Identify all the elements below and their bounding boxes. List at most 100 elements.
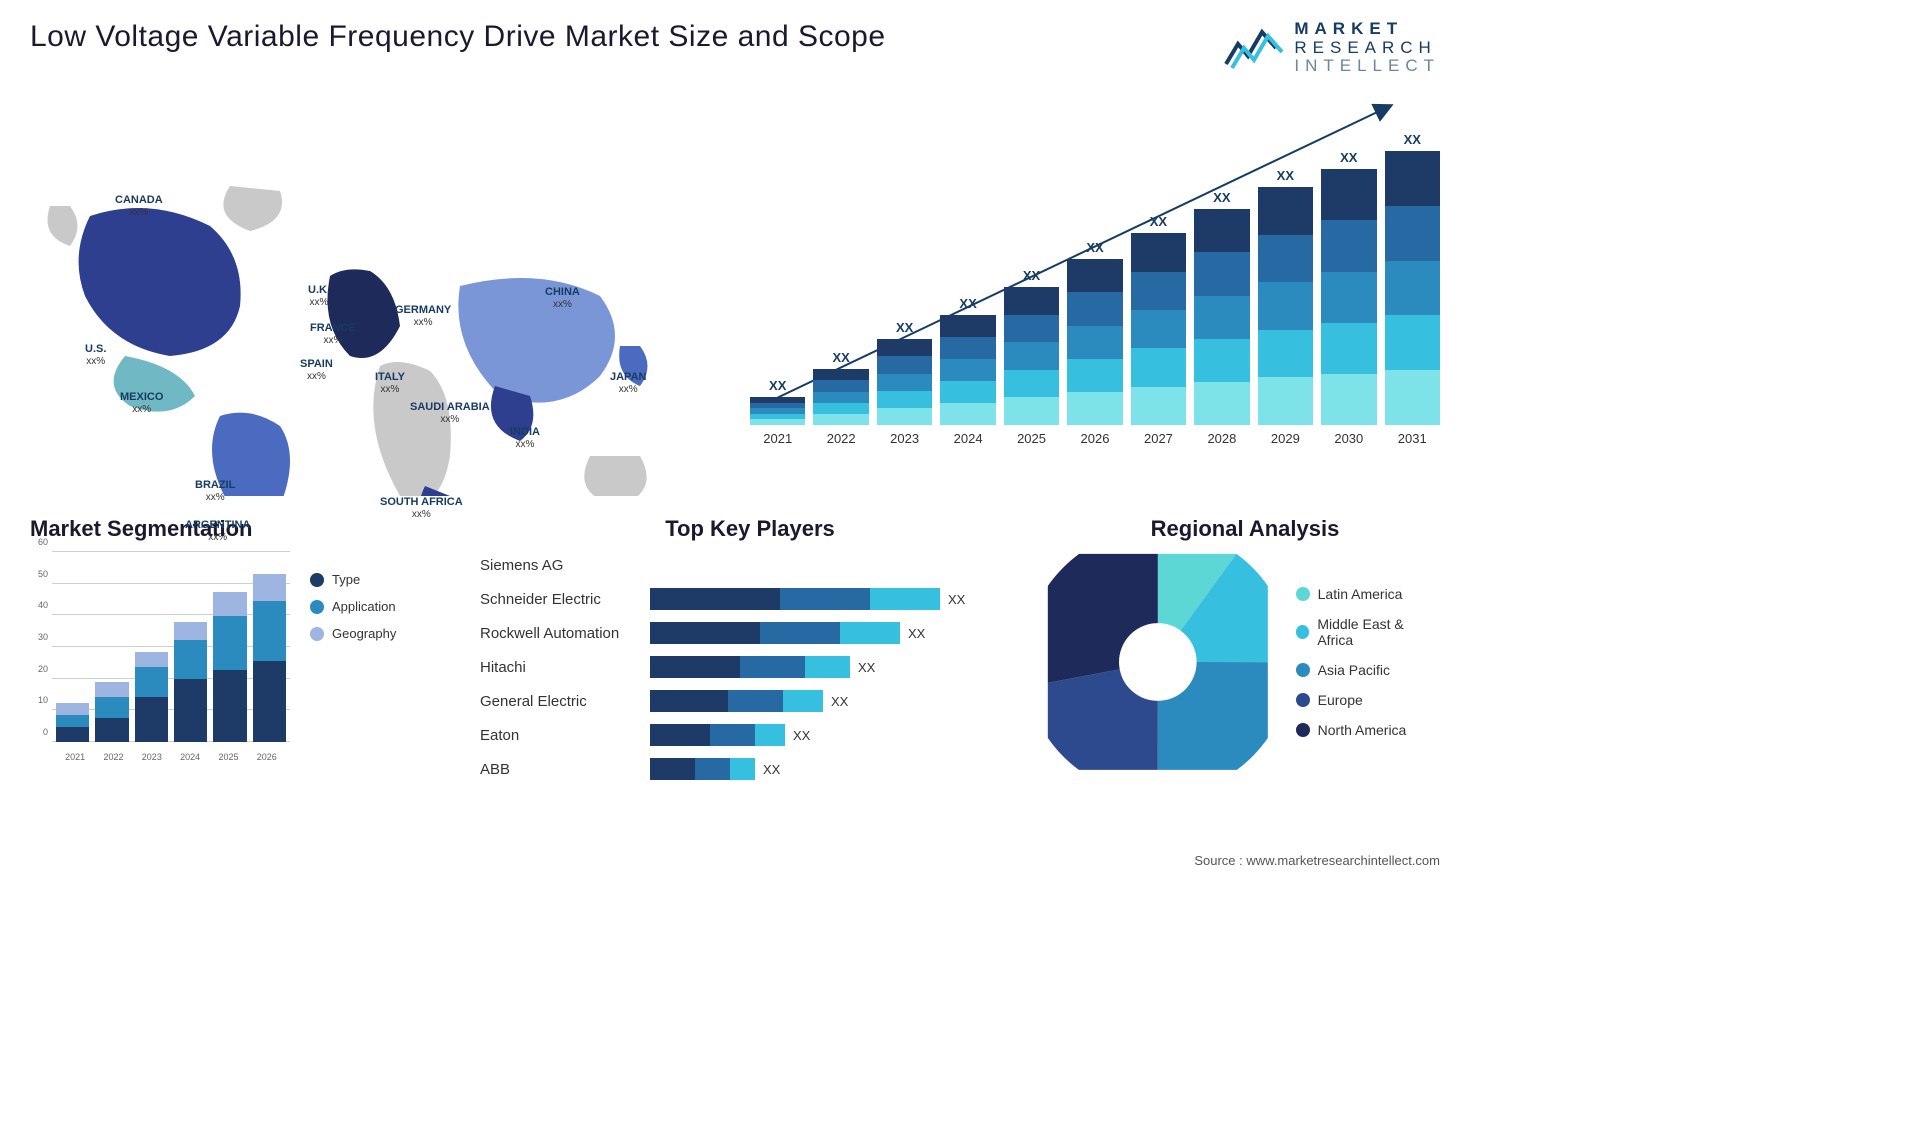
player-row-eaton: EatonXX (480, 722, 1020, 748)
seg-xlabel: 2021 (56, 752, 94, 762)
player-row-schneiderelectric: Schneider Electric XX (480, 586, 1020, 612)
map-label-india: INDIAxx% (510, 426, 540, 451)
growth-segment (1131, 387, 1186, 425)
player-segment (870, 588, 940, 610)
player-segment (740, 656, 805, 678)
player-value: XX (763, 762, 780, 777)
seg-segment-geography (213, 592, 246, 616)
growth-segment (750, 419, 805, 425)
growth-segment (1385, 370, 1440, 425)
growth-segment (1258, 282, 1313, 330)
growth-bar-label: XX (1023, 268, 1040, 283)
growth-bar-label: XX (1213, 190, 1230, 205)
player-value: XX (948, 592, 965, 607)
growth-bar-label: XX (1404, 132, 1421, 147)
map-label-spain: SPAINxx% (300, 358, 333, 383)
player-row-hitachi: Hitachi XX (480, 654, 1020, 680)
regional-legend-latinamerica: Latin America (1296, 586, 1440, 602)
player-row-siemensag: Siemens AG (480, 552, 1020, 578)
seg-xlabel: 2025 (209, 752, 247, 762)
map-label-japan: JAPANxx% (610, 371, 646, 396)
logo-text-3: INTELLECT (1294, 57, 1440, 76)
map-label-mexico: MEXICOxx% (120, 391, 163, 416)
seg-xlabel: 2023 (133, 752, 171, 762)
player-segment (805, 656, 850, 678)
seg-ytick: 40 (38, 600, 48, 610)
growth-segment (877, 408, 932, 425)
seg-xlabel: 2022 (94, 752, 132, 762)
player-name: Hitachi (480, 659, 650, 676)
seg-bar-2025 (213, 592, 246, 742)
growth-bar-label: XX (769, 378, 786, 393)
seg-segment-application (56, 715, 89, 727)
seg-ytick: 50 (38, 569, 48, 579)
growth-bar-2027: XX2027 (1131, 214, 1186, 446)
player-segment (650, 758, 695, 780)
player-segment (710, 724, 755, 746)
regional-donut (1050, 552, 1266, 772)
world-map: CANADAxx%U.S.xx%MEXICOxx%BRAZILxx%ARGENT… (30, 96, 710, 496)
map-label-uk: U.K.xx% (308, 284, 330, 309)
growth-segment (940, 381, 995, 403)
player-name: Rockwell Automation (480, 625, 650, 642)
growth-bar-label: XX (896, 320, 913, 335)
growth-segment (1194, 209, 1249, 252)
seg-segment-type (213, 670, 246, 742)
player-name: General Electric (480, 693, 650, 710)
growth-bar-2025: XX2025 (1004, 268, 1059, 446)
seg-bar-2021 (56, 703, 89, 742)
seg-ytick: 60 (38, 537, 48, 547)
map-label-saudiarabia: SAUDI ARABIAxx% (410, 401, 490, 426)
player-segment (650, 724, 710, 746)
growth-bar-label: XX (1086, 240, 1103, 255)
logo-text-1: MARKET (1294, 20, 1440, 39)
regional-title: Regional Analysis (1050, 516, 1440, 542)
seg-bar-2023 (135, 652, 168, 742)
player-name: Eaton (480, 727, 650, 744)
player-segment (650, 588, 780, 610)
seg-segment-geography (253, 574, 286, 601)
growth-segment (1321, 323, 1376, 374)
growth-year-label: 2024 (954, 431, 983, 446)
growth-bar-2031: XX2031 (1385, 132, 1440, 446)
seg-bar-2024 (174, 622, 207, 742)
growth-segment (1004, 315, 1059, 343)
growth-segment (1004, 370, 1059, 398)
map-label-brazil: BRAZILxx% (195, 479, 235, 504)
growth-bar-label: XX (1277, 168, 1294, 183)
player-segment (730, 758, 755, 780)
player-segment (840, 622, 900, 644)
segmentation-chart: 0102030405060 202120222023202420252026 (30, 552, 290, 762)
growth-year-label: 2023 (890, 431, 919, 446)
player-name: Schneider Electric (480, 591, 650, 608)
growth-segment (1067, 292, 1122, 325)
map-label-germany: GERMANYxx% (395, 304, 451, 329)
seg-legend-type: Type (310, 572, 396, 587)
growth-year-label: 2021 (763, 431, 792, 446)
growth-segment (940, 315, 995, 337)
map-label-france: FRANCExx% (310, 322, 356, 347)
regional-legend: Latin AmericaMiddle East & AfricaAsia Pa… (1296, 586, 1440, 738)
players-section: Top Key Players Siemens AGSchneider Elec… (480, 516, 1020, 782)
logo-text-2: RESEARCH (1294, 39, 1440, 58)
growth-bar-2023: XX 2023 (877, 320, 932, 446)
seg-xlabel: 2026 (248, 752, 286, 762)
growth-segment (1258, 187, 1313, 235)
player-segment (783, 690, 823, 712)
map-label-argentina: ARGENTINAxx% (185, 519, 250, 544)
growth-segment (813, 392, 868, 403)
regional-legend-asiapacific: Asia Pacific (1296, 662, 1440, 678)
player-name: ABB (480, 761, 650, 778)
map-label-china: CHINAxx% (545, 286, 580, 311)
growth-segment (813, 369, 868, 380)
seg-segment-geography (135, 652, 168, 667)
growth-segment (877, 356, 932, 373)
growth-segment (813, 414, 868, 425)
growth-segment (1194, 339, 1249, 382)
player-value: XX (858, 660, 875, 675)
growth-segment (940, 403, 995, 425)
growth-bar-2022: XX2022 (813, 350, 868, 446)
player-value: XX (831, 694, 848, 709)
regional-legend-northamerica: North America (1296, 722, 1440, 738)
seg-segment-type (135, 697, 168, 742)
